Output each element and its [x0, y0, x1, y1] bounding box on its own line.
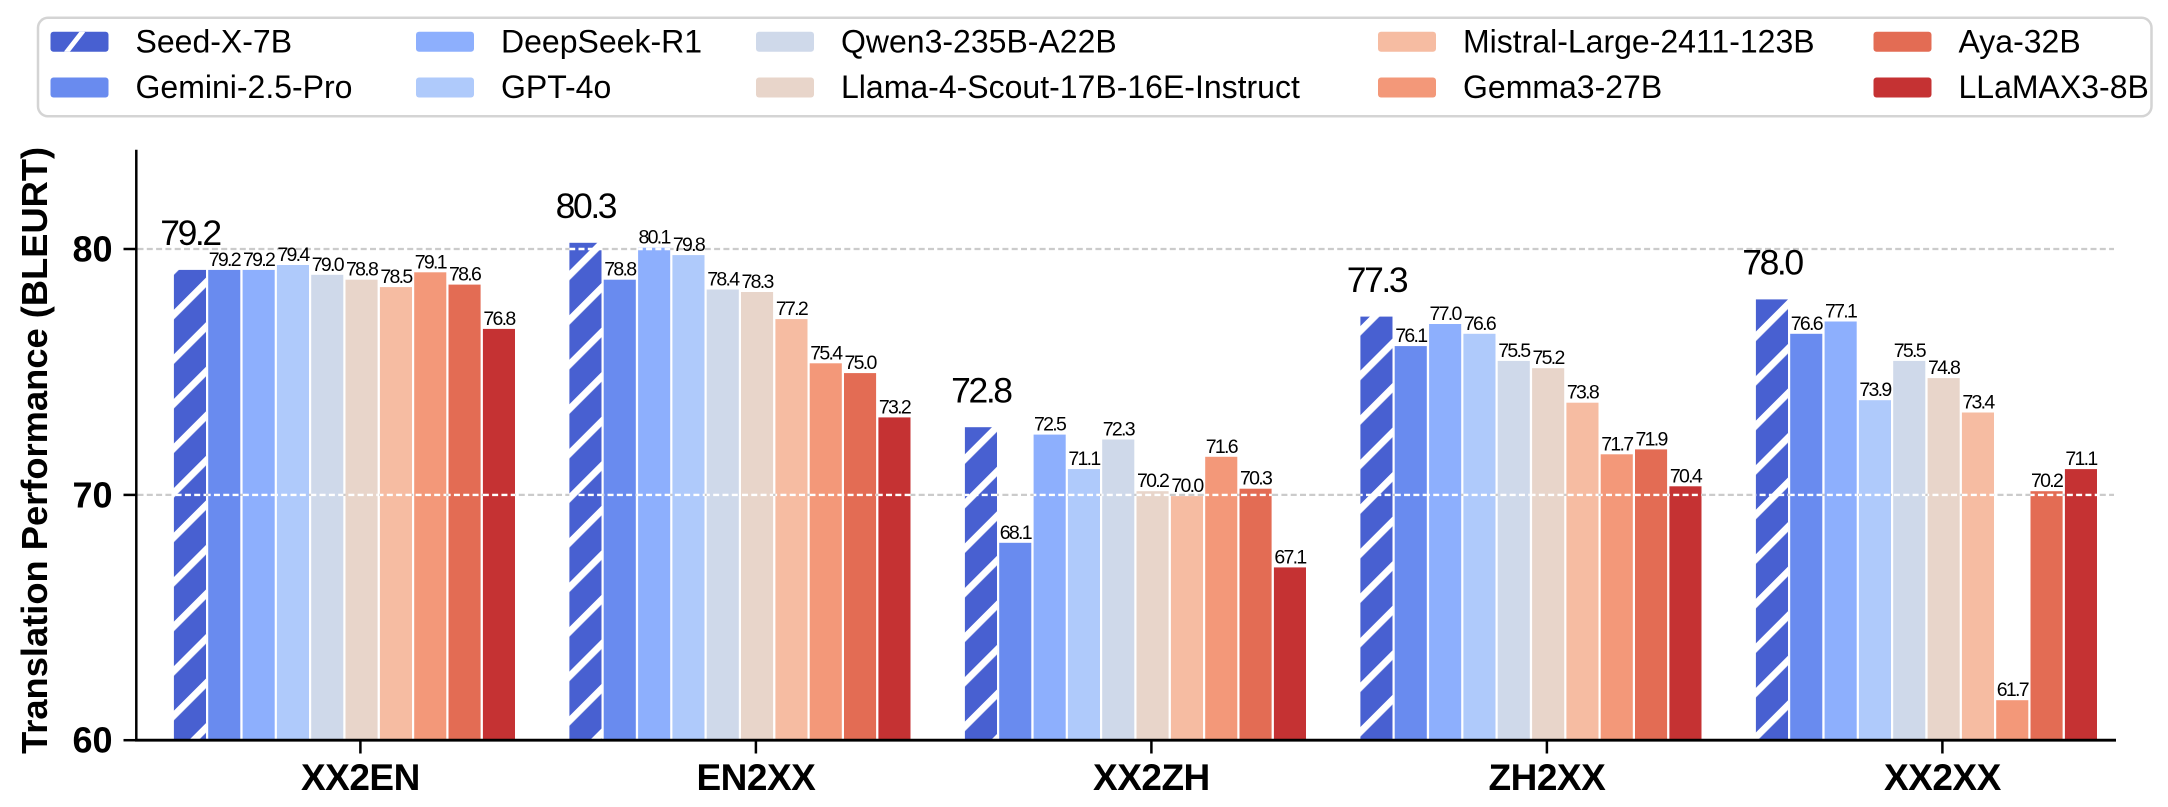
svg-text:77.3: 77.3: [1347, 260, 1408, 300]
svg-text:Aya-32B: Aya-32B: [1959, 23, 2081, 59]
svg-text:75.5: 75.5: [1894, 340, 1927, 362]
svg-text:72.3: 72.3: [1103, 419, 1135, 441]
svg-text:71.1: 71.1: [2065, 448, 2097, 470]
svg-text:77.0: 77.0: [1430, 303, 1463, 325]
svg-text:76.1: 76.1: [1395, 325, 1427, 347]
svg-text:79.0: 79.0: [312, 254, 345, 276]
svg-text:77.2: 77.2: [776, 298, 808, 320]
svg-text:XX2XX: XX2XX: [1884, 757, 2002, 798]
svg-text:71.1: 71.1: [1068, 448, 1100, 470]
svg-text:70.3: 70.3: [1240, 468, 1272, 490]
svg-text:70: 70: [72, 474, 112, 515]
svg-text:78.4: 78.4: [707, 269, 740, 291]
svg-text:LLaMAX3-8B: LLaMAX3-8B: [1959, 69, 2149, 105]
svg-text:78.3: 78.3: [742, 271, 774, 293]
svg-text:73.8: 73.8: [1567, 382, 1599, 404]
svg-text:60: 60: [72, 720, 112, 761]
svg-text:Gemini-2.5-Pro: Gemini-2.5-Pro: [136, 69, 353, 105]
svg-text:80.3: 80.3: [556, 186, 617, 226]
svg-text:71.7: 71.7: [1601, 433, 1633, 455]
svg-text:Llama-4-Scout-17B-16E-Instruct: Llama-4-Scout-17B-16E-Instruct: [841, 69, 1300, 105]
svg-text:72.8: 72.8: [951, 371, 1012, 411]
svg-text:XX2EN: XX2EN: [301, 757, 420, 798]
svg-text:78.5: 78.5: [380, 266, 413, 288]
svg-text:EN2XX: EN2XX: [696, 757, 816, 798]
svg-text:79.1: 79.1: [415, 251, 447, 273]
svg-text:71.9: 71.9: [1636, 428, 1668, 450]
svg-text:78.8: 78.8: [346, 259, 378, 281]
svg-text:Gemma3-27B: Gemma3-27B: [1463, 69, 1662, 105]
svg-text:79.4: 79.4: [277, 244, 310, 266]
svg-text:78.0: 78.0: [1742, 243, 1803, 283]
svg-text:Mistral-Large-2411-123B: Mistral-Large-2411-123B: [1463, 23, 1815, 59]
svg-text:DeepSeek-R1: DeepSeek-R1: [501, 23, 702, 59]
svg-text:Translation Performance (BLEUR: Translation Performance (BLEURT): [14, 147, 55, 754]
svg-text:75.5: 75.5: [1498, 340, 1531, 362]
svg-text:78.8: 78.8: [604, 259, 636, 281]
svg-text:61.7: 61.7: [1997, 679, 2029, 701]
svg-text:Seed-X-7B: Seed-X-7B: [136, 23, 293, 59]
svg-text:80: 80: [72, 228, 112, 269]
svg-text:73.9: 73.9: [1859, 379, 1891, 401]
svg-text:73.2: 73.2: [879, 396, 911, 418]
svg-text:ZH2XX: ZH2XX: [1489, 757, 1607, 798]
svg-text:Qwen3-235B-A22B: Qwen3-235B-A22B: [841, 23, 1117, 59]
svg-text:79.8: 79.8: [673, 234, 705, 256]
svg-text:78.6: 78.6: [449, 264, 481, 286]
svg-text:GPT-4o: GPT-4o: [501, 69, 611, 105]
svg-text:76.6: 76.6: [1791, 313, 1823, 335]
svg-text:68.1: 68.1: [1000, 522, 1032, 544]
svg-text:76.8: 76.8: [483, 308, 515, 330]
svg-text:76.6: 76.6: [1464, 313, 1496, 335]
svg-text:75.4: 75.4: [810, 342, 843, 364]
svg-text:71.6: 71.6: [1206, 436, 1238, 458]
svg-text:77.1: 77.1: [1825, 301, 1857, 323]
svg-text:79.2: 79.2: [243, 249, 275, 271]
svg-text:79.2: 79.2: [160, 213, 220, 253]
svg-text:70.4: 70.4: [1670, 465, 1703, 487]
svg-text:70.2: 70.2: [1137, 470, 1169, 492]
svg-text:70.2: 70.2: [2031, 470, 2063, 492]
svg-text:XX2ZH: XX2ZH: [1093, 757, 1210, 798]
svg-text:75.2: 75.2: [1533, 347, 1565, 369]
svg-text:80.1: 80.1: [639, 227, 671, 249]
svg-text:67.1: 67.1: [1274, 546, 1306, 568]
svg-text:74.8: 74.8: [1928, 357, 1960, 379]
svg-text:79.2: 79.2: [209, 249, 241, 271]
svg-text:75.0: 75.0: [845, 352, 878, 374]
svg-text:73.4: 73.4: [1962, 392, 1995, 414]
svg-text:72.5: 72.5: [1034, 414, 1067, 436]
svg-text:70.0: 70.0: [1171, 475, 1204, 497]
